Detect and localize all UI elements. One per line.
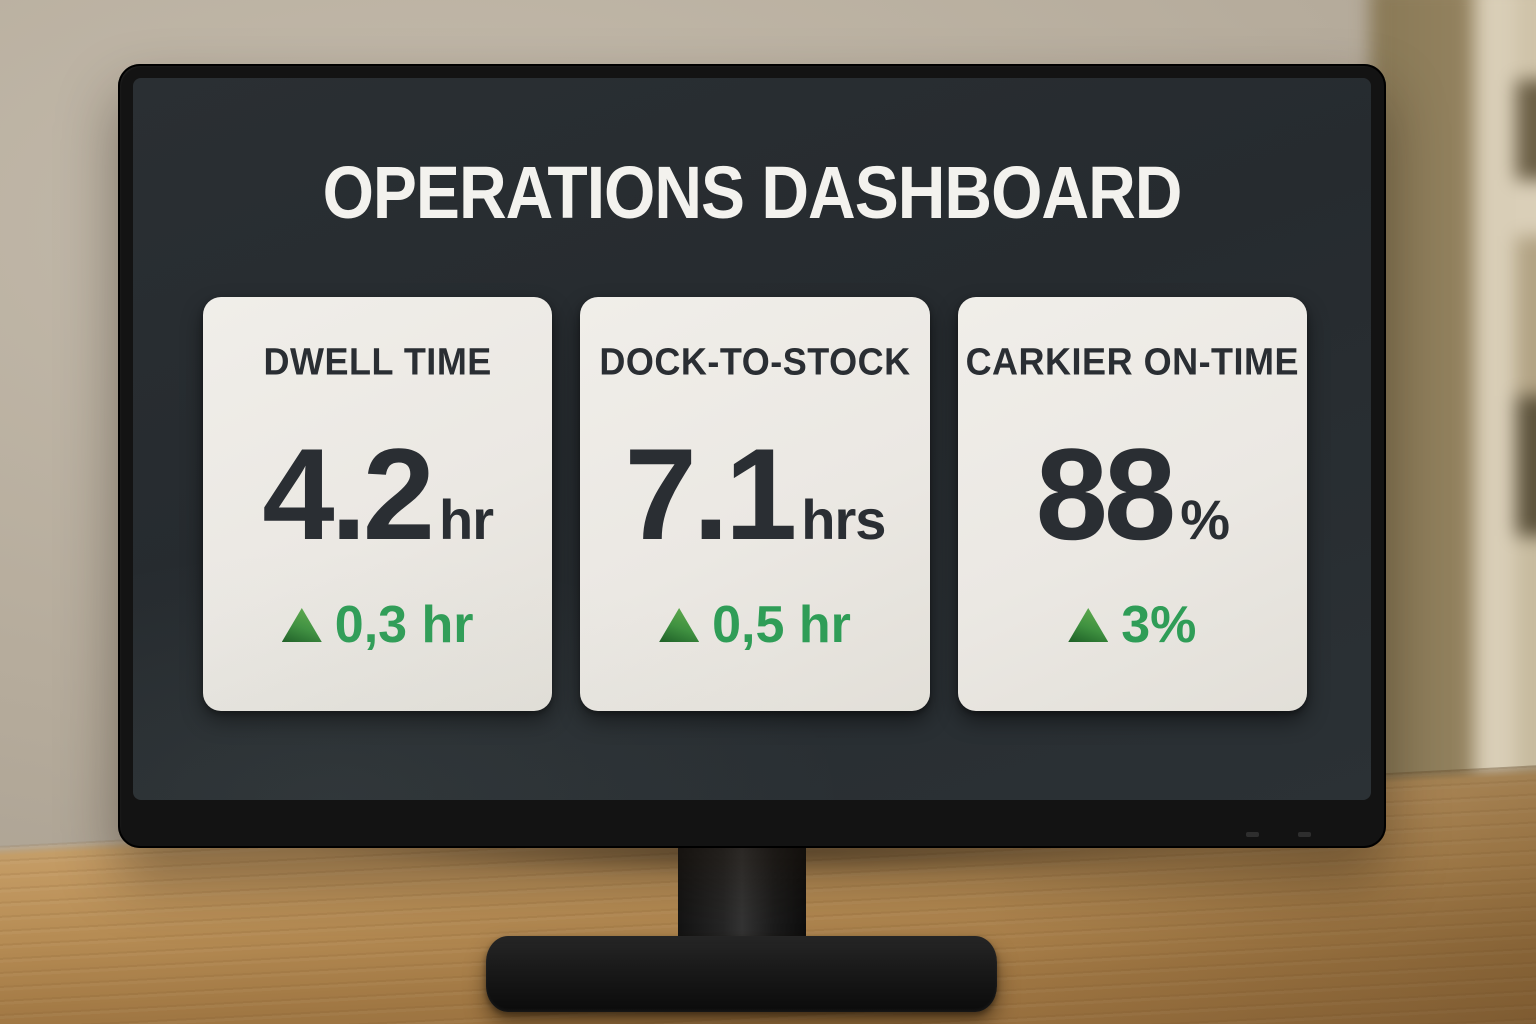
- blurred-shelf-background: [1370, 0, 1536, 804]
- trend-up-icon: [281, 608, 322, 642]
- kpi-delta-row: 3%: [1068, 595, 1196, 655]
- shelf-frame: [1474, 0, 1520, 804]
- kpi-card-dwell-time: DWELL TIME 4.2 hr 0,3 hr: [203, 297, 553, 711]
- kpi-delta-row: 0,5 hr: [659, 595, 851, 655]
- kpi-value: 7.1: [624, 421, 798, 567]
- kpi-card-carrier-on-time: CARKIER ON-TIME 88 % 3%: [957, 297, 1307, 711]
- shelf-cubby: [1516, 0, 1536, 80]
- kpi-value: 4.2: [262, 421, 435, 567]
- kpi-value: 88: [1035, 421, 1177, 567]
- kpi-value-row: 4.2 hr: [262, 421, 494, 567]
- kpi-unit: hrs: [801, 488, 886, 551]
- kpi-delta-row: 0,3 hr: [281, 595, 474, 655]
- kpi-cards-row: DWELL TIME 4.2 hr 0,3 hr DOCK-TO-STOCK 7…: [203, 297, 1307, 711]
- trend-up-icon: [1068, 608, 1109, 642]
- trend-up-icon: [659, 608, 700, 642]
- kpi-label: DWELL TIME: [263, 339, 492, 383]
- kpi-delta: 0,5 hr: [712, 596, 851, 654]
- shelf-cubby: [1516, 236, 1536, 396]
- monitor-stand-base: [486, 936, 997, 1012]
- monitor-screen: OPERATIONS DASHBOARD DWELL TIME 4.2 hr 0…: [133, 78, 1371, 800]
- shelf-cubby: [1516, 536, 1536, 804]
- kpi-delta: 0,3 hr: [334, 596, 474, 654]
- kpi-label: DOCK-TO-STOCK: [599, 339, 911, 383]
- kpi-value-row: 7.1 hrs: [624, 421, 887, 567]
- monitor-bezel: OPERATIONS DASHBOARD DWELL TIME 4.2 hr 0…: [118, 64, 1386, 848]
- kpi-unit: %: [1180, 488, 1230, 551]
- kpi-label: CARKIER ON-TIME: [965, 339, 1300, 383]
- shelf-cubby: [1516, 180, 1536, 236]
- shelf-cubby: [1516, 396, 1536, 536]
- kpi-delta: 3%: [1121, 596, 1197, 654]
- page-title: OPERATIONS DASHBOARD: [322, 150, 1183, 234]
- monitor-hardware-button: [1246, 832, 1259, 837]
- kpi-unit: hr: [439, 488, 494, 551]
- kpi-value-row: 88 %: [1035, 421, 1230, 567]
- kpi-card-dock-to-stock: DOCK-TO-STOCK 7.1 hrs 0,5 hr: [580, 297, 930, 711]
- monitor-hardware-button: [1298, 832, 1311, 837]
- shelf-cubby: [1516, 80, 1536, 180]
